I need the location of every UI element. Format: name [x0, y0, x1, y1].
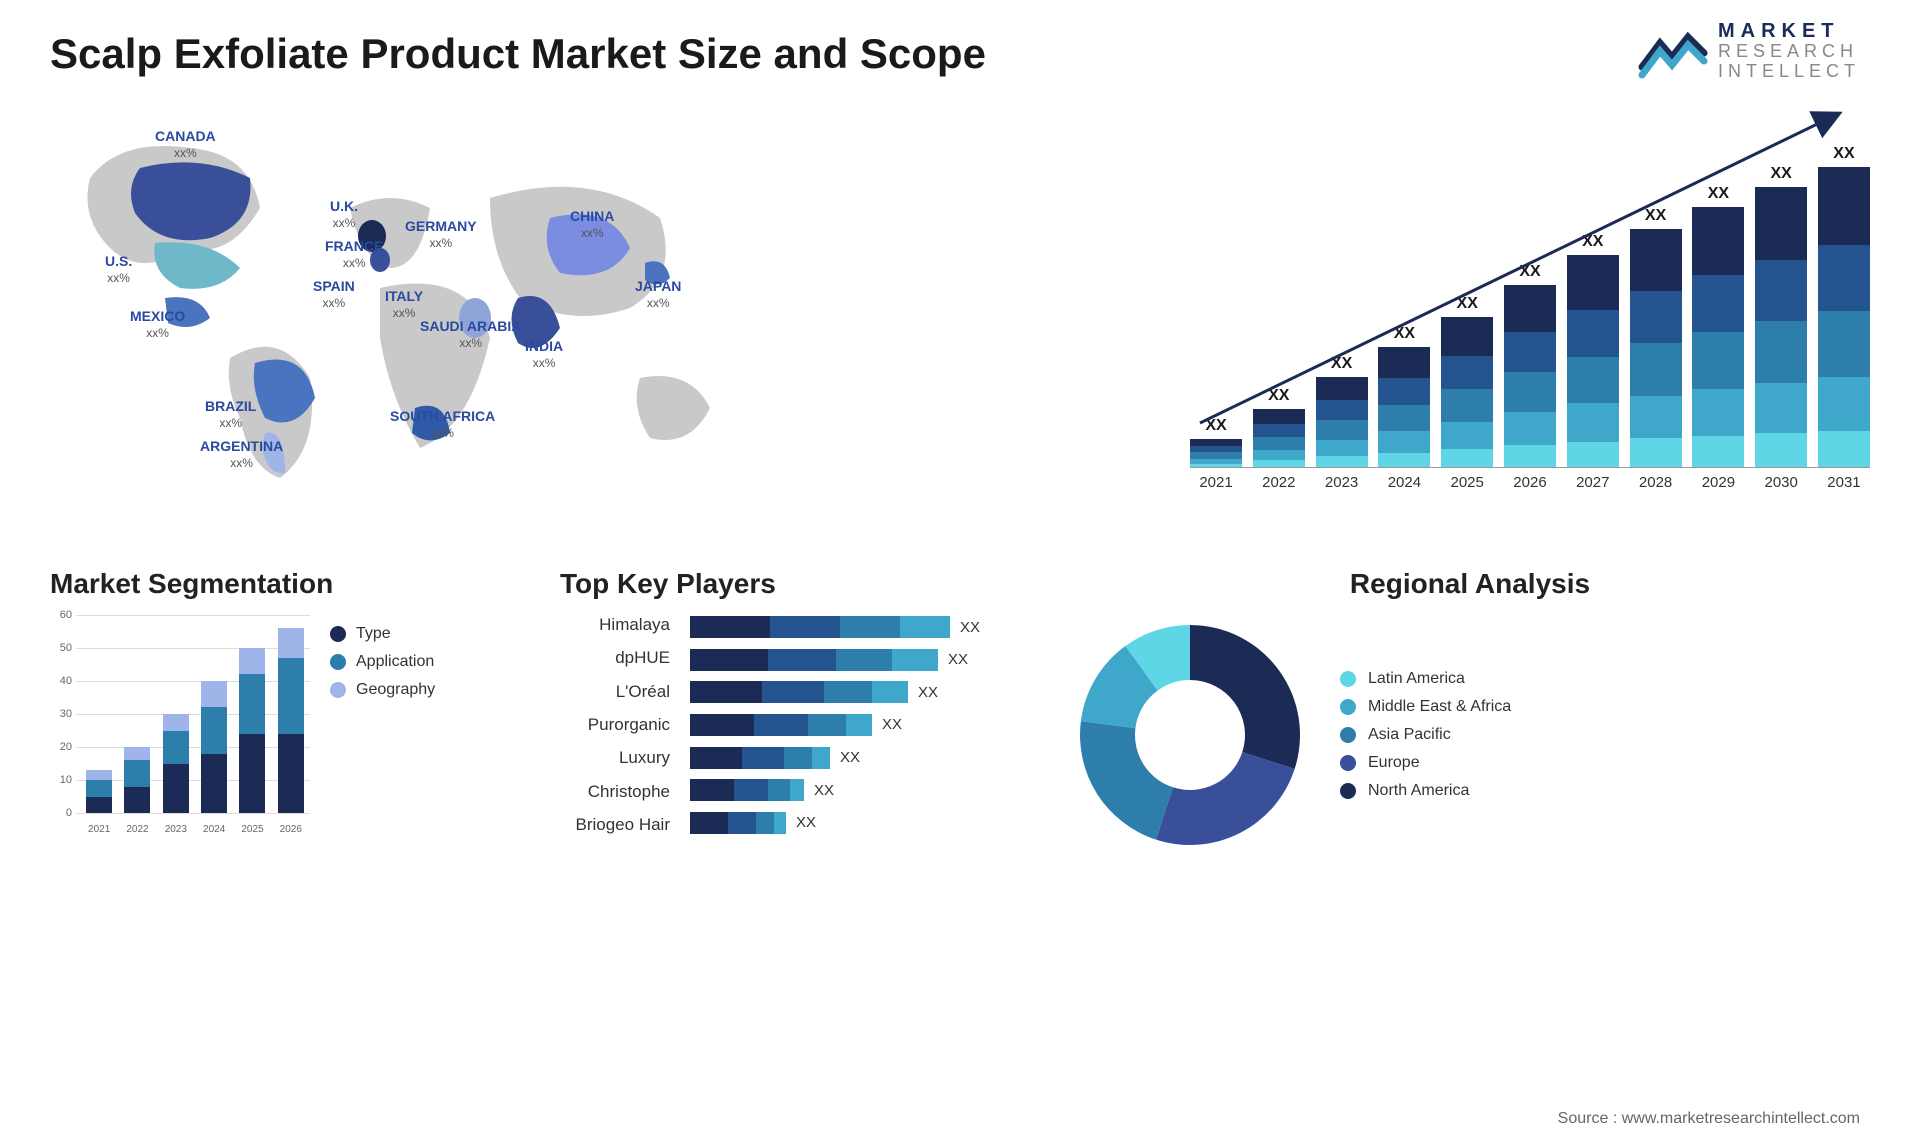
keyplayer-bar-row: XX [690, 778, 1030, 802]
forecast-year-label: 2029 [1692, 474, 1744, 491]
donut-slice-north-america [1190, 625, 1300, 769]
keyplayer-bar-row: XX [690, 615, 1030, 639]
forecast-bar-2031: XX [1818, 145, 1870, 467]
segmentation-bar-2021 [86, 770, 112, 813]
segmentation-legend: Type Application Geography [330, 615, 435, 835]
forecast-year-label: 2030 [1755, 474, 1807, 491]
source-text: Source : www.marketresearchintellect.com [1558, 1110, 1860, 1128]
forecast-year-label: 2028 [1630, 474, 1682, 491]
keyplayer-name: Purorganic [560, 715, 670, 735]
forecast-year-label: 2021 [1190, 474, 1242, 491]
keyplayers-bars: XX XX XX XX XX XX XX [690, 615, 1030, 835]
keyplayers-names: Himalaya dpHUE L'Oréal Purorganic Luxury Chri… [560, 615, 670, 835]
forecast-year-label: 2025 [1441, 474, 1493, 491]
map-label-u-s-: U.S.xx% [105, 253, 132, 286]
forecast-bar-2022: XX [1253, 387, 1305, 467]
regional-legend: Latin America Middle East & Africa Asia Pa… [1340, 660, 1511, 810]
map-label-saudi-arabia: SAUDI ARABIAxx% [420, 318, 521, 351]
map-label-china: CHINAxx% [570, 208, 614, 241]
keyplayer-bar-row: XX [690, 648, 1030, 672]
keyplayer-name: Himalaya [560, 615, 670, 635]
keyplayer-bar-row: XX [690, 746, 1030, 770]
world-map: CANADAxx% U.S.xx% MEXICOxx% BRAZILxx% ARGENT… [50, 98, 1150, 518]
segmentation-panel: Market Segmentation 0102030405060 202120… [50, 568, 520, 868]
brand-logo: MARKET RESEARCH INTELLECT [1638, 20, 1860, 82]
segmentation-bar-2023 [163, 714, 189, 813]
forecast-year-label: 2024 [1378, 474, 1430, 491]
keyplayer-name: Briogeo Hair [560, 815, 670, 835]
regional-title: Regional Analysis [1070, 568, 1870, 600]
segmentation-bar-2022 [124, 747, 150, 813]
map-label-argentina: ARGENTINAxx% [200, 438, 283, 471]
keyplayer-bar-row: XX [690, 811, 1030, 835]
map-label-india: INDIAxx% [525, 338, 563, 371]
segmentation-bar-2026 [278, 628, 304, 813]
map-label-spain: SPAINxx% [313, 278, 355, 311]
map-label-italy: ITALYxx% [385, 288, 423, 321]
donut-slice-asia-pacific [1080, 721, 1173, 839]
keyplayer-name: Luxury [560, 748, 670, 768]
segmentation-legend-item: Application [330, 653, 435, 671]
forecast-year-label: 2027 [1567, 474, 1619, 491]
forecast-year-label: 2022 [1253, 474, 1305, 491]
keyplayers-title: Top Key Players [560, 568, 1030, 600]
regional-legend-item: North America [1340, 782, 1511, 800]
map-label-japan: JAPANxx% [635, 278, 681, 311]
forecast-bar-2030: XX [1755, 165, 1807, 467]
keyplayer-name: dpHUE [560, 648, 670, 668]
donut-slice-europe [1156, 752, 1295, 845]
logo-line1: MARKET [1718, 20, 1860, 42]
regional-panel: Regional Analysis Latin America Middle Ea… [1070, 568, 1870, 868]
segmentation-legend-item: Geography [330, 681, 435, 699]
keyplayer-name: Christophe [560, 782, 670, 802]
segmentation-bar-2024 [201, 681, 227, 813]
forecast-bar-2024: XX [1378, 325, 1430, 467]
regional-donut [1070, 615, 1310, 855]
forecast-bar-2021: XX [1190, 417, 1242, 467]
regional-legend-item: Middle East & Africa [1340, 698, 1511, 716]
forecast-year-label: 2023 [1316, 474, 1368, 491]
segmentation-bar-2025 [239, 648, 265, 813]
map-label-brazil: BRAZILxx% [205, 398, 256, 431]
regional-legend-item: Asia Pacific [1340, 726, 1511, 744]
map-label-canada: CANADAxx% [155, 128, 216, 161]
forecast-bar-2023: XX [1316, 355, 1368, 467]
forecast-bar-2029: XX [1692, 185, 1744, 467]
map-label-mexico: MEXICOxx% [130, 308, 185, 341]
page-title: Scalp Exfoliate Product Market Size and … [50, 30, 1870, 78]
map-label-south-africa: SOUTH AFRICAxx% [390, 408, 495, 441]
segmentation-chart: 0102030405060 202120222023202420252026 [50, 615, 310, 835]
forecast-bar-2026: XX [1504, 263, 1556, 467]
segmentation-legend-item: Type [330, 625, 435, 643]
forecast-year-label: 2026 [1504, 474, 1556, 491]
keyplayer-bar-row: XX [690, 713, 1030, 737]
keyplayers-panel: Top Key Players Himalaya dpHUE L'Oréal Puro… [560, 568, 1030, 868]
logo-icon [1638, 23, 1708, 79]
regional-legend-item: Europe [1340, 754, 1511, 772]
forecast-bar-2028: XX [1630, 207, 1682, 467]
forecast-bar-2025: XX [1441, 295, 1493, 467]
map-label-france: FRANCExx% [325, 238, 383, 271]
forecast-bar-2027: XX [1567, 233, 1619, 467]
forecast-chart: XXXXXXXXXXXXXXXXXXXXXX 20212022202320242… [1190, 98, 1870, 518]
logo-line3: INTELLECT [1718, 62, 1860, 82]
forecast-year-label: 2031 [1818, 474, 1870, 491]
keyplayer-bar-row: XX [690, 680, 1030, 704]
logo-line2: RESEARCH [1718, 42, 1860, 62]
regional-legend-item: Latin America [1340, 670, 1511, 688]
keyplayer-name: L'Oréal [560, 682, 670, 702]
map-label-u-k-: U.K.xx% [330, 198, 358, 231]
segmentation-title: Market Segmentation [50, 568, 520, 600]
map-label-germany: GERMANYxx% [405, 218, 477, 251]
